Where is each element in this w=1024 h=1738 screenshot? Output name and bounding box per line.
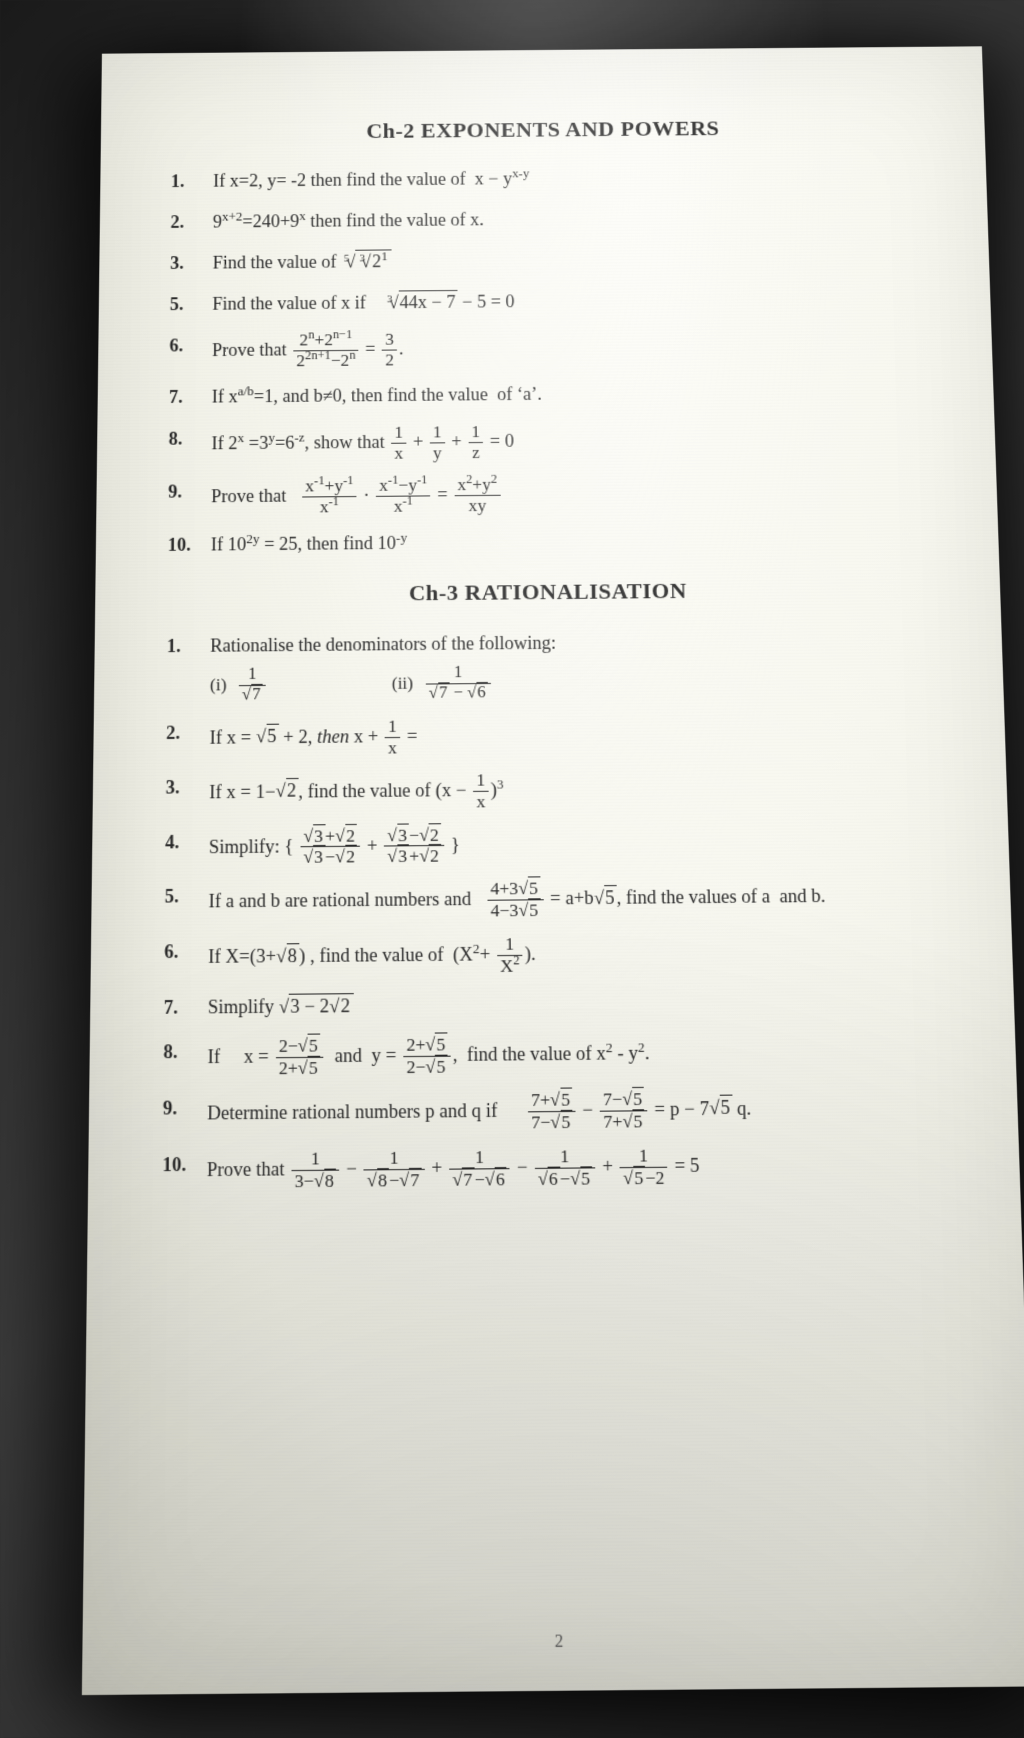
question-text: Determine rational numbers p and q if 7+… [207,1087,944,1135]
question-number: 3. [170,250,213,278]
question-number: 4. [165,828,209,857]
question-text: If a and b are rational numbers and 4+35… [208,876,938,923]
question-item: 7.Simplify 3 − 22 [164,987,941,1023]
question-number: 1. [171,168,213,195]
question-text: If x = 1−2, find the value of (x − 1x)3 [209,767,935,813]
question-number: 6. [164,938,208,968]
question-item: 8.If 2x =3y=6-z, show that 1x + 1y + 1z … [168,420,924,465]
question-item: 1.If x=2, y= -2 then find the value of x… [171,162,916,195]
question-number: 2. [166,719,210,748]
question-subparts: (i) 17 (ii) 17 − 6 [210,661,932,705]
question-item: 1.Rationalise the denominators of the fo… [166,626,931,705]
chapter-title-2: Ch-3 RATIONALISATION [167,576,928,609]
question-text: If x = 2−52+5 and y = 2+52−5, find the v… [207,1031,942,1079]
question-number: 3. [166,773,210,802]
question-text: 9x+2=240+9x then find the value of x. [213,203,918,236]
question-item: 5.Find the value of x if 344x − 7 − 5 = … [170,285,920,319]
worksheet-paper: Ch-2 EXPONENTS AND POWERS 1.If x=2, y= -… [82,46,1024,1695]
subpart: (i) 17 [210,666,268,704]
question-item: 3.If x = 1−2, find the value of (x − 1x)… [165,767,934,814]
chapter-title-1: Ch-2 EXPONENTS AND POWERS [171,114,915,145]
question-text: If x = 5 + 2, then x + 1x = [209,713,933,759]
question-text: If X=(3+8) , find the value of (X2+ 1X2)… [208,932,940,979]
question-text: Prove that 13−8 − 18−7 + 17−6 − 16−5 + 1… [207,1144,946,1192]
question-number: 7. [164,994,208,1024]
question-number: 10. [168,531,211,559]
question-number: 9. [168,478,211,506]
subpart: (ii) 17 − 6 [392,664,493,703]
question-text: Rationalise the denominators of the foll… [210,626,932,704]
question-text: Simplify 3 − 22 [208,987,941,1023]
question-text: Prove that x-1+y-1x-1 · x-1−y-1x-1 = x2+… [211,472,926,517]
question-text: Find the value of x if 344x − 7 − 5 = 0 [212,285,920,318]
question-number: 6. [169,332,212,360]
question-item: 7.If xa/b=1, and b≠0, then find the valu… [169,378,923,412]
question-item: 10.Prove that 13−8 − 18−7 + 17−6 − 16−5 … [162,1144,946,1193]
question-item: 5.If a and b are rational numbers and 4+… [164,876,937,923]
question-item: 10.If 102y = 25, then find 10-y [168,525,927,560]
question-item: 3.Find the value of 5321 [170,244,919,278]
question-item: 9.Determine rational numbers p and q if … [163,1087,945,1135]
question-text: If 2x =3y=6-z, show that 1x + 1y + 1z = … [211,420,924,465]
question-item: 8.If x = 2−52+5 and y = 2+52−5, find the… [163,1031,942,1079]
question-item: 4.Simplify: { 3+23−2 + 3−23+2 } [165,822,936,869]
question-number: 9. [163,1094,208,1124]
question-text: If x=2, y= -2 then find the value of x −… [213,162,916,195]
question-number: 8. [169,426,212,454]
question-list-ch3: 1.Rationalise the denominators of the fo… [162,626,946,1192]
question-list-ch2: 1.If x=2, y= -2 then find the value of x… [168,162,927,560]
page-number: 2 [555,1632,564,1652]
question-item: 2.9x+2=240+9x then find the value of x. [170,203,917,236]
question-text: Simplify: { 3+23−2 + 3−23+2 } [209,822,937,869]
question-number: 5. [170,291,213,319]
question-number: 7. [169,384,212,412]
question-text: Find the value of 5321 [213,244,919,277]
question-text: If xa/b=1, and b≠0, then find the value … [212,378,923,412]
question-number: 5. [165,883,209,912]
question-number: 2. [170,209,213,237]
page-wrapper: Ch-2 EXPONENTS AND POWERS 1.If x=2, y= -… [0,0,1024,1738]
question-text: Prove that 2n+2n−122n+1−2n = 32. [212,326,921,370]
question-item: 9.Prove that x-1+y-1x-1 · x-1−y-1x-1 = x… [168,472,926,517]
question-number: 10. [162,1150,207,1180]
question-item: 2.If x = 5 + 2, then x + 1x = [166,713,933,760]
question-item: 6.If X=(3+8) , find the value of (X2+ 1X… [164,932,940,980]
question-number: 8. [163,1038,207,1068]
question-item: 6.Prove that 2n+2n−122n+1−2n = 32. [169,326,921,371]
question-number: 1. [167,632,211,661]
question-text: If 102y = 25, then find 10-y [211,525,927,559]
